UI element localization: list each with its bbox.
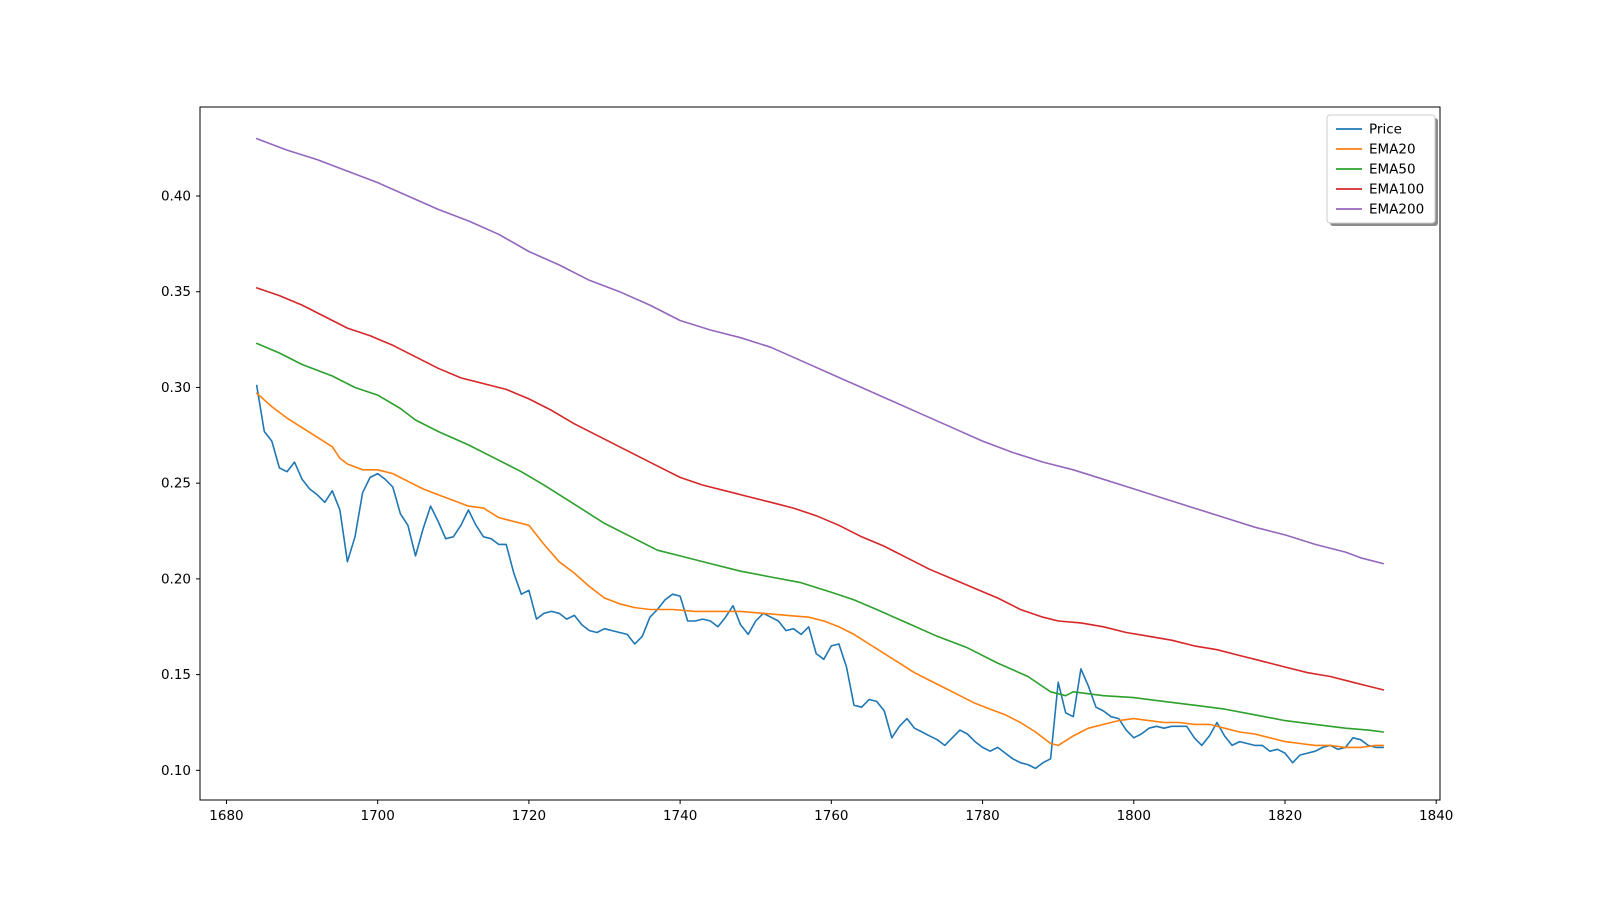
- x-tick-label: 1700: [361, 808, 395, 824]
- x-tick-label: 1680: [209, 808, 243, 824]
- legend-label-ema100: EMA100: [1369, 182, 1424, 198]
- y-tick-label: 0.35: [161, 284, 191, 300]
- axes-spines: [199, 106, 1441, 801]
- y-tick-label: 0.40: [161, 189, 191, 205]
- series-line-price: [255, 384, 1385, 770]
- legend-box: [1326, 114, 1436, 224]
- series-line-ema50: [255, 342, 1385, 733]
- x-tick-label: 1800: [1117, 808, 1151, 824]
- y-tick-label: 0.30: [161, 380, 191, 396]
- legend-label-price: Price: [1369, 122, 1402, 138]
- plot-area: [200, 107, 1440, 800]
- series-line-ema100: [255, 287, 1385, 691]
- legend-label-ema200: EMA200: [1369, 202, 1424, 218]
- y-tick-label: 0.20: [161, 571, 191, 587]
- y-tick-label: 0.10: [161, 763, 191, 779]
- series-line-ema20: [255, 392, 1385, 749]
- y-tick-label: 0.25: [161, 476, 191, 492]
- x-tick-label: 1820: [1268, 808, 1302, 824]
- legend-label-ema50: EMA50: [1369, 162, 1416, 178]
- x-tick-label: 1740: [663, 808, 697, 824]
- x-tick-label: 1720: [512, 808, 546, 824]
- series-line-ema200: [255, 137, 1385, 565]
- x-tick-label: 1840: [1419, 808, 1453, 824]
- x-tick-label: 1780: [965, 808, 999, 824]
- legend-label-ema20: EMA20: [1369, 142, 1416, 158]
- x-tick-label: 1760: [814, 808, 848, 824]
- y-tick-label: 0.15: [161, 667, 191, 683]
